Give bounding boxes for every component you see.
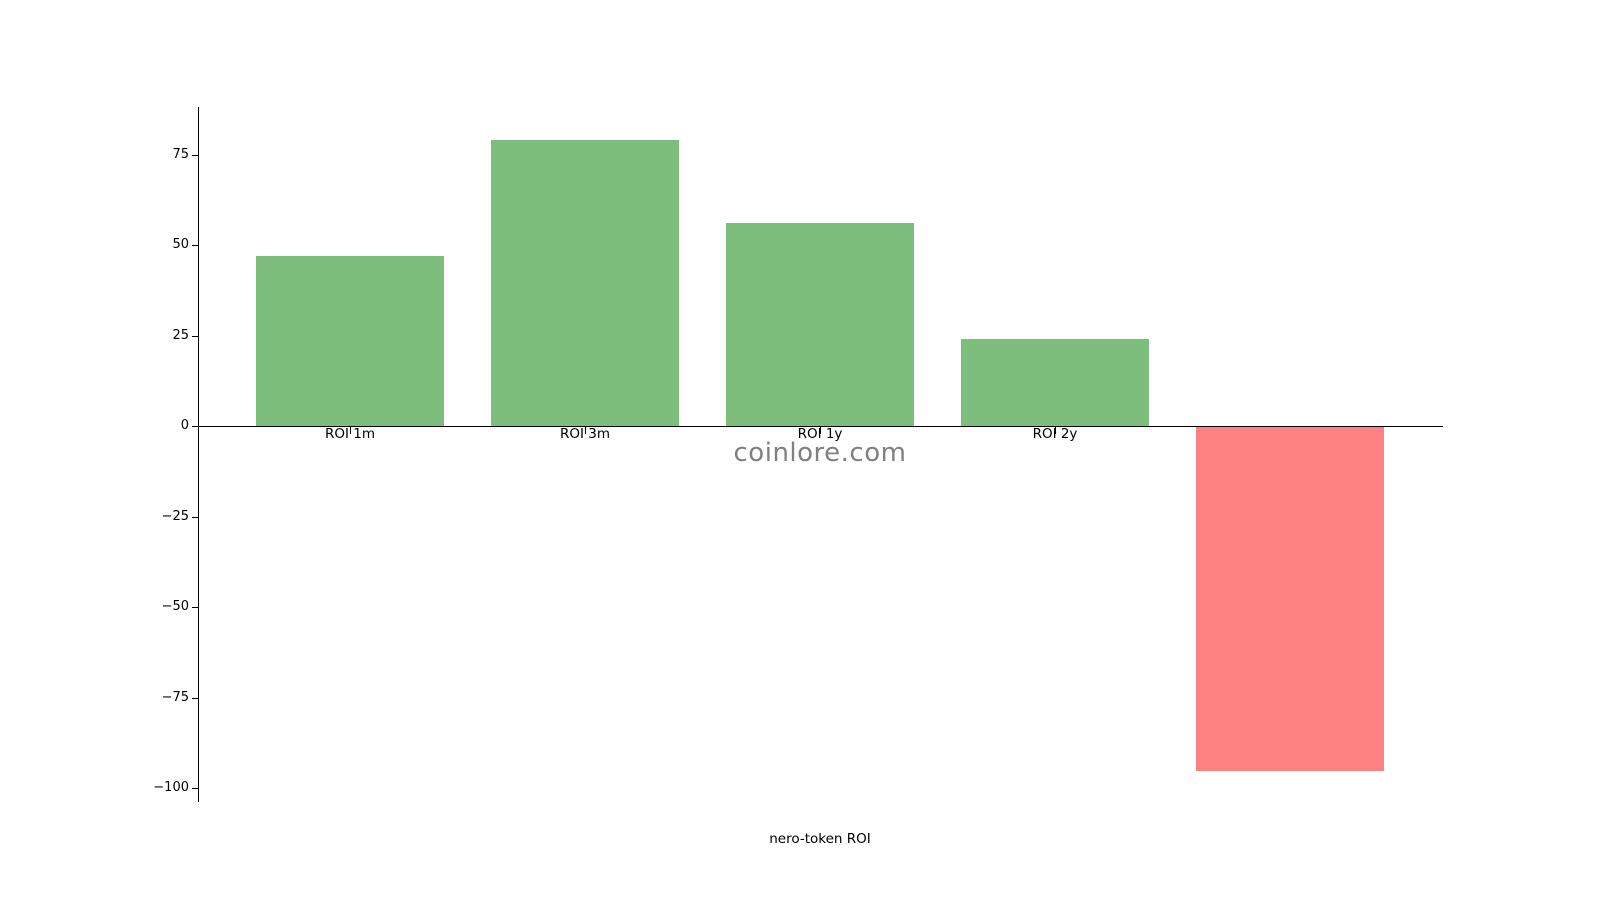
y-tick-label: 0 [180, 418, 189, 433]
chart-title: nero-token ROI [769, 831, 871, 847]
x-tick-label: ROI 1m [324, 426, 376, 442]
x-tick [820, 426, 821, 434]
y-tick [192, 154, 198, 156]
y-tick [192, 426, 198, 427]
y-tick-label: 75 [172, 146, 189, 162]
y-tick-label: −50 [161, 599, 189, 614]
y-tick-label: 50 [172, 237, 189, 252]
x-axis-zero-line [198, 426, 1443, 427]
y-tick-label: −100 [153, 780, 189, 795]
y-axis-line [198, 107, 199, 803]
y-tick-label: 25 [172, 327, 189, 343]
y-tick [192, 788, 198, 789]
x-tick-label: ROI 1y [797, 426, 843, 442]
y-tick [192, 245, 198, 246]
y-tick-label: −75 [161, 689, 189, 705]
x-tick-label: ROI 2y [1032, 426, 1078, 442]
watermark: coinlore.com [733, 438, 907, 468]
bar-roi-1m [256, 255, 444, 426]
bar-roi-1y [726, 223, 914, 426]
bar-negative-roi [1196, 427, 1384, 771]
y-tick [192, 516, 198, 518]
y-tick [192, 607, 198, 608]
x-tick [350, 426, 351, 434]
x-tick [1055, 426, 1056, 434]
bar-roi-3m [491, 140, 679, 426]
bar-roi-2y [961, 339, 1149, 426]
x-tick [585, 426, 586, 434]
x-tick-label: ROI 3m [559, 426, 611, 442]
y-tick [192, 697, 198, 699]
y-tick-label: −25 [161, 508, 189, 524]
y-tick [192, 335, 198, 337]
